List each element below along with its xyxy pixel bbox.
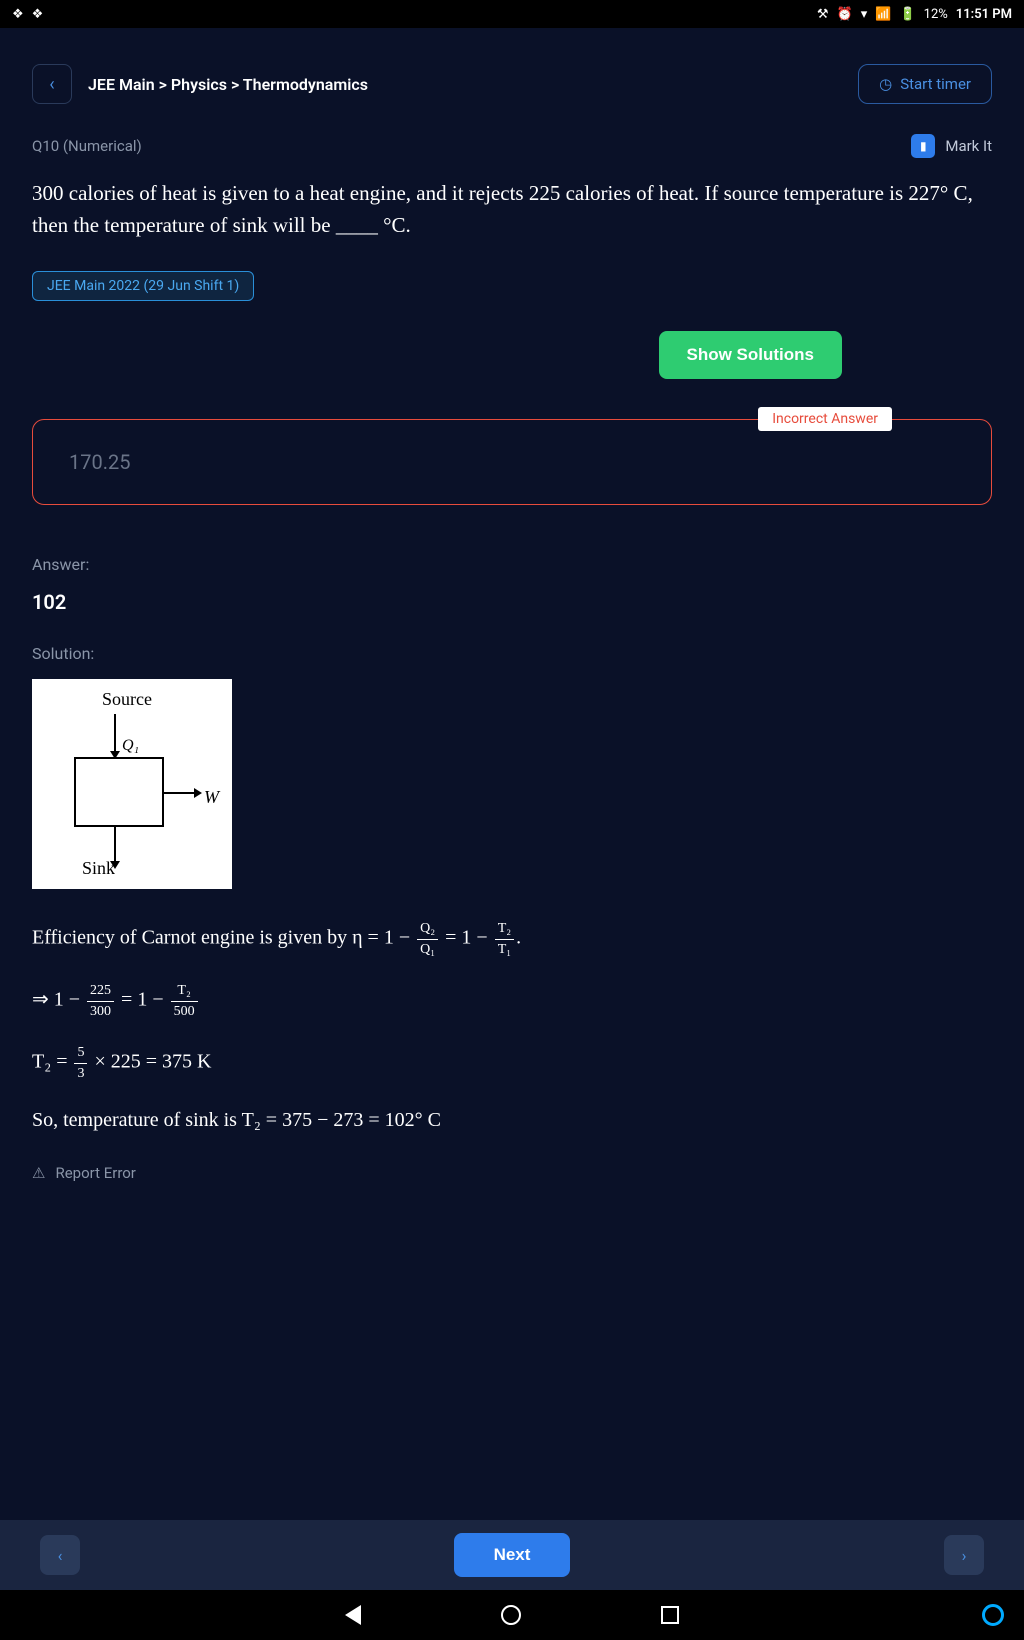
report-error-button[interactable]: ⚠ Report Error (32, 1164, 992, 1182)
user-answer-value: 170.25 (69, 450, 955, 474)
clock: 11:51 PM (956, 7, 1012, 22)
warning-icon: ⚠ (32, 1164, 45, 1182)
solution-step-4: So, temperature of sink is T₂ = 375 − 27… (32, 1106, 992, 1134)
recents-nav-icon[interactable] (661, 1606, 679, 1624)
show-solutions-button[interactable]: Show Solutions (659, 331, 843, 379)
breadcrumb[interactable]: JEE Main > Physics > Thermodynamics (88, 75, 368, 94)
report-error-label: Report Error (55, 1164, 135, 1182)
diagram-q1-label: Q₁ (122, 737, 139, 755)
notif-icon: ❖ (12, 7, 24, 22)
battery-pct: 12% (924, 7, 948, 22)
diagram-sink-label: Sink (82, 858, 115, 879)
forward-button[interactable]: › (944, 1535, 984, 1575)
bookmark-icon: ▮ (911, 134, 935, 158)
assistant-icon[interactable] (982, 1604, 1004, 1626)
back-nav-icon[interactable] (345, 1605, 361, 1625)
notif-icon: ❖ (32, 7, 44, 22)
question-text: 300 calories of heat is given to a heat … (32, 178, 992, 241)
incorrect-badge: Incorrect Answer (758, 407, 892, 431)
solution-step-3: T₂ = 53 × 225 = 375 K (32, 1043, 992, 1083)
solution-step-2: ⇒ 1 − 225300 = 1 − T₂500 (32, 981, 992, 1021)
alarm-icon: ⏰ (837, 7, 853, 22)
exam-tag[interactable]: JEE Main 2022 (29 Jun Shift 1) (32, 271, 254, 301)
wifi-icon: ▾ (861, 7, 868, 22)
user-answer-box: 170.25 (32, 419, 992, 505)
heat-engine-diagram: Source Q₁ W Sink (32, 679, 232, 889)
solution-label: Solution: (32, 644, 992, 663)
mark-it-label: Mark It (945, 137, 992, 155)
next-button[interactable]: Next (454, 1533, 571, 1577)
diagram-source-label: Source (102, 689, 152, 710)
status-bar: ❖ ❖ ⚒ ⏰ ▾ 📶 🔋 12% 11:51 PM (0, 0, 1024, 28)
home-nav-icon[interactable] (501, 1605, 521, 1625)
timer-icon: ◷ (879, 75, 892, 93)
timer-label: Start timer (900, 75, 971, 93)
solution-step-1: Efficiency of Carnot engine is given by … (32, 919, 992, 959)
bottom-nav: ‹ Next › (0, 1520, 1024, 1590)
question-number: Q10 (Numerical) (32, 137, 142, 155)
correct-answer: 102 (32, 590, 992, 614)
start-timer-button[interactable]: ◷ Start timer (858, 64, 992, 104)
signal-icon: 📶 (875, 7, 891, 22)
answer-label: Answer: (32, 555, 992, 574)
battery-icon: 🔋 (899, 7, 915, 22)
diagram-w-label: W (204, 787, 219, 808)
back-button[interactable]: ‹ (32, 64, 72, 104)
system-nav-bar (0, 1590, 1024, 1640)
bluetooth-icon: ⚒ (817, 7, 829, 22)
prev-button[interactable]: ‹ (40, 1535, 80, 1575)
mark-it-button[interactable]: ▮ Mark It (911, 134, 992, 158)
